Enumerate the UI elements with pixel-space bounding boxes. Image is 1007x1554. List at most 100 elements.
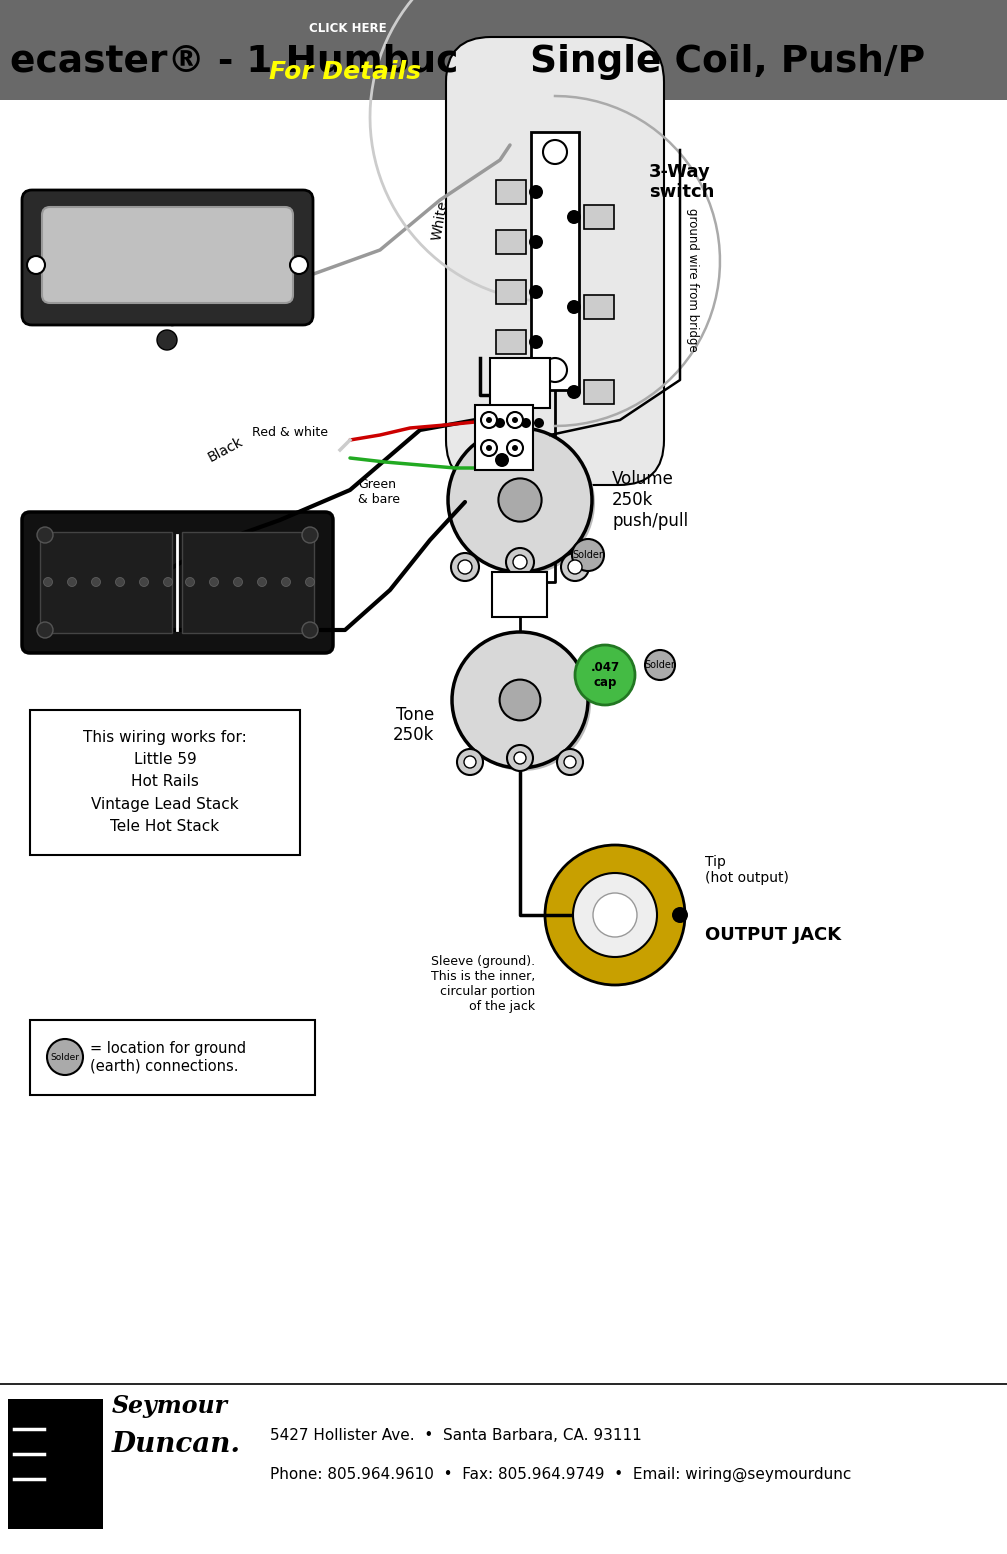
Bar	[0, 0, 1007, 99]
Circle shape	[209, 578, 219, 586]
Circle shape	[593, 894, 637, 937]
Text: Tone
250k: Tone 250k	[393, 706, 434, 744]
Text: Solder: Solder	[573, 550, 603, 559]
Circle shape	[567, 300, 581, 314]
Circle shape	[157, 329, 177, 350]
Circle shape	[543, 140, 567, 165]
Circle shape	[451, 553, 479, 581]
Text: Sleeve (ground).
This is the inner,
circular portion
of the jack: Sleeve (ground). This is the inner, circ…	[431, 956, 535, 1013]
Bar	[496, 230, 526, 253]
Text: This wiring works for:
Little 59
Hot Rails
Vintage Lead Stack
Tele Hot Stack: This wiring works for: Little 59 Hot Rai…	[84, 730, 247, 834]
Circle shape	[185, 578, 194, 586]
Text: Duncan.: Duncan.	[112, 1431, 241, 1458]
Circle shape	[116, 578, 125, 586]
Circle shape	[645, 650, 675, 681]
Circle shape	[529, 235, 543, 249]
Circle shape	[448, 427, 592, 572]
Circle shape	[573, 873, 657, 957]
Bar	[584, 205, 614, 228]
Circle shape	[302, 527, 318, 542]
Circle shape	[455, 636, 591, 771]
Bar	[584, 381, 614, 404]
Circle shape	[451, 430, 595, 575]
Text: Solder: Solder	[644, 660, 676, 670]
Text: OUTPUT JACK: OUTPUT JACK	[705, 926, 841, 943]
Text: ecaster® - 1 Humbuc: ecaster® - 1 Humbuc	[10, 44, 458, 79]
Circle shape	[481, 412, 497, 427]
Bar	[496, 280, 526, 305]
Circle shape	[561, 553, 589, 581]
Circle shape	[568, 559, 582, 573]
Circle shape	[67, 578, 77, 586]
Circle shape	[37, 527, 53, 542]
Circle shape	[282, 578, 290, 586]
Circle shape	[506, 549, 534, 577]
Circle shape	[27, 256, 45, 274]
Circle shape	[545, 845, 685, 985]
Circle shape	[514, 752, 526, 765]
Text: For Details: For Details	[269, 61, 421, 84]
Circle shape	[464, 755, 476, 768]
Text: Red & white: Red & white	[252, 426, 328, 438]
Text: Seymour: Seymour	[112, 1394, 229, 1417]
Circle shape	[163, 578, 172, 586]
Text: ground wire from bridge: ground wire from bridge	[686, 208, 699, 351]
Circle shape	[529, 284, 543, 298]
Circle shape	[534, 418, 544, 427]
Circle shape	[507, 440, 523, 455]
Circle shape	[529, 185, 543, 199]
Text: Phone: 805.964.9610  •  Fax: 805.964.9749  •  Email: wiring@seymourdunc: Phone: 805.964.9610 • Fax: 805.964.9749 …	[270, 1467, 851, 1481]
Circle shape	[302, 622, 318, 639]
FancyBboxPatch shape	[22, 190, 313, 325]
Circle shape	[567, 385, 581, 399]
FancyBboxPatch shape	[42, 207, 293, 303]
Text: Black: Black	[205, 435, 245, 465]
Bar	[40, 531, 172, 632]
Text: .047
cap: .047 cap	[590, 660, 619, 688]
Circle shape	[543, 357, 567, 382]
Bar	[496, 180, 526, 204]
Text: Tip
(hot output): Tip (hot output)	[705, 855, 788, 886]
Circle shape	[495, 418, 505, 427]
Circle shape	[458, 559, 472, 573]
Bar	[496, 329, 526, 354]
Text: CLICK HERE: CLICK HERE	[309, 22, 387, 34]
Circle shape	[234, 578, 243, 586]
Circle shape	[498, 479, 542, 522]
Circle shape	[486, 416, 492, 423]
Bar	[490, 357, 550, 409]
Circle shape	[507, 412, 523, 427]
Circle shape	[499, 679, 541, 721]
Bar	[584, 295, 614, 319]
Circle shape	[572, 539, 604, 570]
Circle shape	[557, 749, 583, 775]
Circle shape	[92, 578, 101, 586]
Circle shape	[521, 418, 531, 427]
FancyBboxPatch shape	[30, 1019, 315, 1096]
Circle shape	[258, 578, 267, 586]
Bar	[8, 1399, 103, 1529]
Circle shape	[512, 444, 518, 451]
Circle shape	[452, 632, 588, 768]
Circle shape	[486, 444, 492, 451]
FancyBboxPatch shape	[30, 710, 300, 855]
Text: Green
& bare: Green & bare	[358, 479, 400, 507]
Text: = location for ground
(earth) connections.: = location for ground (earth) connection…	[90, 1041, 246, 1074]
Circle shape	[672, 908, 688, 923]
Text: Solder: Solder	[50, 1052, 80, 1061]
Text: 5427 Hollister Ave.  •  Santa Barbara, CA. 93111: 5427 Hollister Ave. • Santa Barbara, CA.…	[270, 1428, 641, 1444]
Bar	[182, 531, 314, 632]
Text: White: White	[430, 199, 451, 241]
Circle shape	[495, 454, 509, 468]
Bar	[475, 406, 533, 469]
Circle shape	[457, 749, 483, 775]
Circle shape	[43, 578, 52, 586]
Circle shape	[567, 210, 581, 224]
Circle shape	[481, 440, 497, 455]
Circle shape	[140, 578, 148, 586]
Text: 3-Way
switch: 3-Way switch	[649, 163, 714, 202]
Bar	[492, 572, 547, 617]
Circle shape	[47, 1040, 83, 1075]
Bar	[531, 132, 579, 390]
Circle shape	[37, 622, 53, 639]
